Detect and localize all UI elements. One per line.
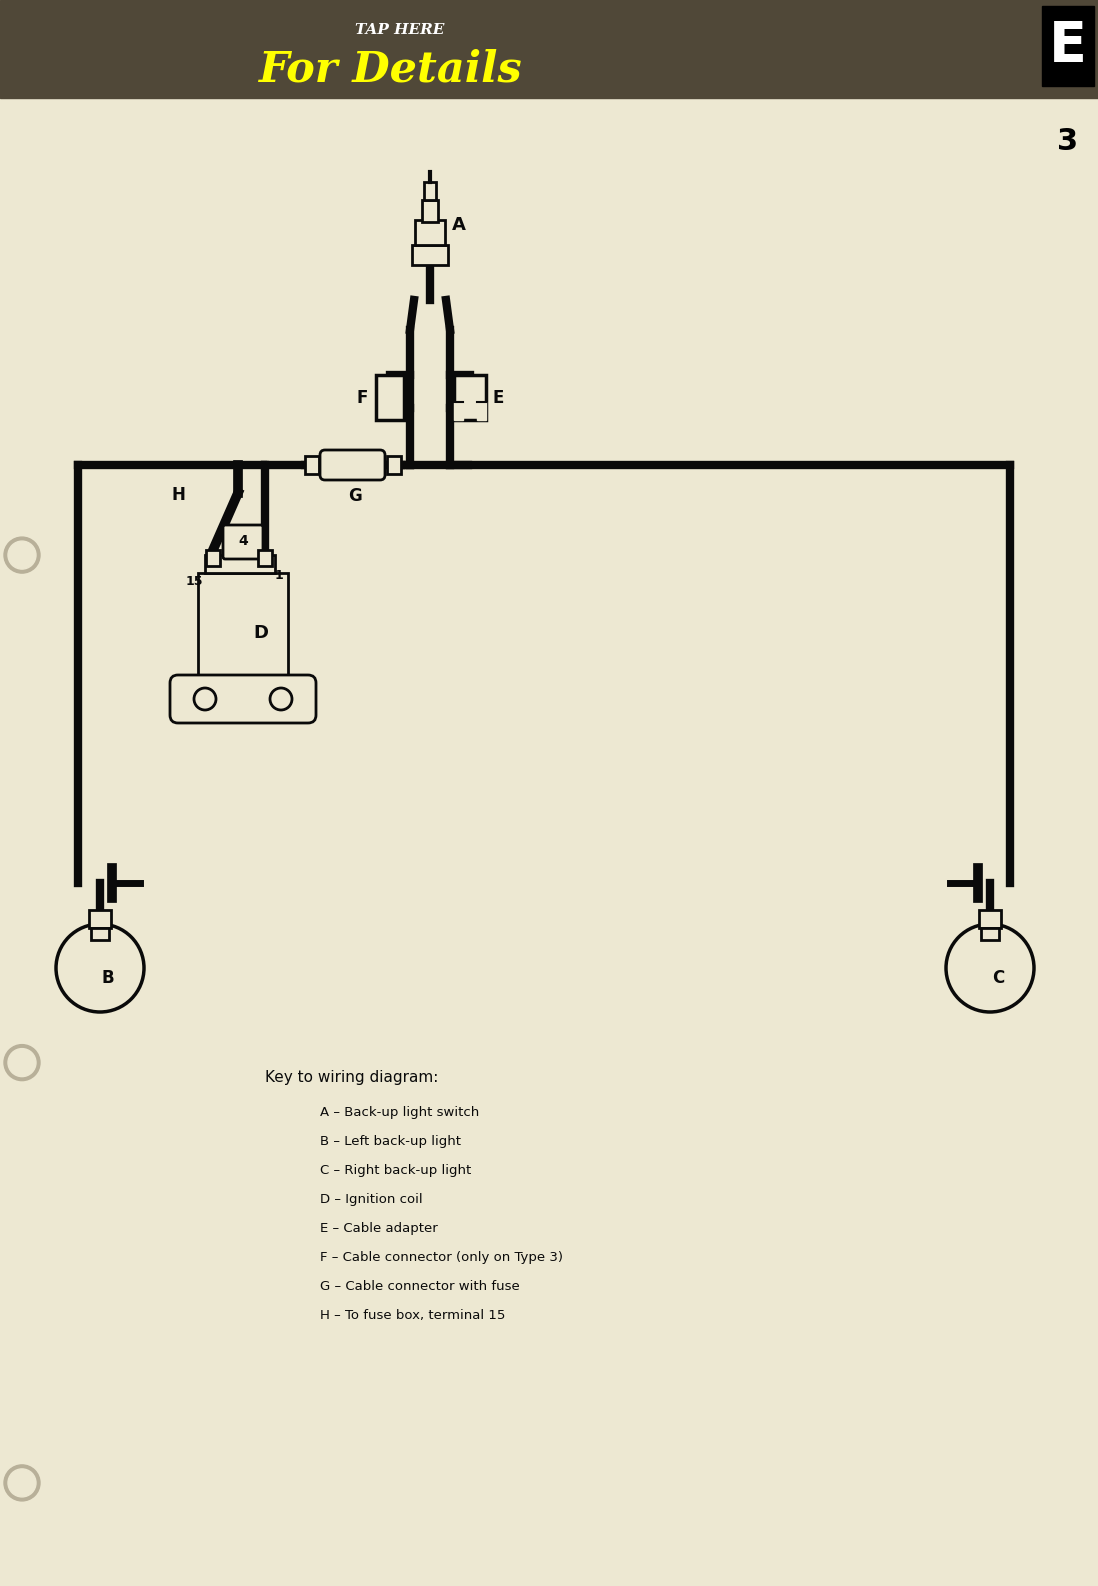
Text: D: D [253, 623, 268, 642]
Text: B – Left back-up light: B – Left back-up light [320, 1136, 461, 1148]
Bar [412, 244, 448, 265]
Bar [981, 928, 999, 940]
Text: D – Ignition coil: D – Ignition coil [320, 1193, 423, 1205]
Bar [477, 401, 486, 420]
Text: F – Cable connector (only on Type 3): F – Cable connector (only on Type 3) [320, 1251, 563, 1264]
Circle shape [8, 49, 36, 78]
Circle shape [56, 925, 144, 1012]
Text: G – Cable connector with fuse: G – Cable connector with fuse [320, 1280, 519, 1293]
Bar [386, 457, 401, 474]
Text: A: A [452, 216, 466, 235]
Text: C – Right back-up light: C – Right back-up light [320, 1164, 471, 1177]
Bar [415, 220, 445, 244]
Circle shape [4, 46, 40, 81]
Bar [205, 555, 274, 573]
Text: 4: 4 [238, 534, 248, 549]
Text: Key to wiring diagram:: Key to wiring diagram: [265, 1071, 438, 1085]
Text: 15: 15 [186, 576, 203, 588]
Bar [453, 401, 463, 420]
Circle shape [4, 1045, 40, 1080]
Bar [206, 550, 220, 566]
Text: For Details: For Details [258, 49, 522, 90]
Bar [89, 910, 111, 928]
Text: E – Cable adapter: E – Cable adapter [320, 1221, 438, 1235]
Text: G: G [348, 487, 362, 504]
Bar [424, 182, 436, 200]
Bar [453, 374, 486, 420]
Text: 1: 1 [274, 569, 283, 582]
FancyBboxPatch shape [170, 676, 316, 723]
Circle shape [270, 688, 292, 711]
Bar [91, 928, 109, 940]
Text: 3: 3 [1057, 127, 1078, 157]
Text: TAP HERE: TAP HERE [356, 24, 445, 36]
Circle shape [194, 688, 216, 711]
FancyBboxPatch shape [223, 525, 264, 558]
Bar [258, 550, 272, 566]
Text: E: E [1049, 19, 1087, 73]
Circle shape [8, 1469, 36, 1497]
Text: H – To fuse box, terminal 15: H – To fuse box, terminal 15 [320, 1308, 505, 1323]
Text: B: B [102, 969, 114, 986]
Bar [0, 0, 1098, 98]
Bar [305, 457, 320, 474]
Circle shape [4, 538, 40, 573]
Bar [422, 200, 438, 222]
Bar [376, 374, 404, 420]
Text: H: H [171, 485, 184, 504]
Text: E: E [492, 389, 503, 408]
Text: C: C [991, 969, 1005, 986]
Text: F: F [357, 389, 368, 408]
Circle shape [8, 541, 36, 569]
Bar [979, 910, 1001, 928]
FancyBboxPatch shape [320, 450, 385, 481]
Bar [1042, 6, 1094, 86]
Text: A – Back-up light switch: A – Back-up light switch [320, 1105, 479, 1120]
Circle shape [4, 1465, 40, 1500]
Bar [198, 573, 288, 684]
Circle shape [8, 1048, 36, 1077]
Circle shape [946, 925, 1034, 1012]
